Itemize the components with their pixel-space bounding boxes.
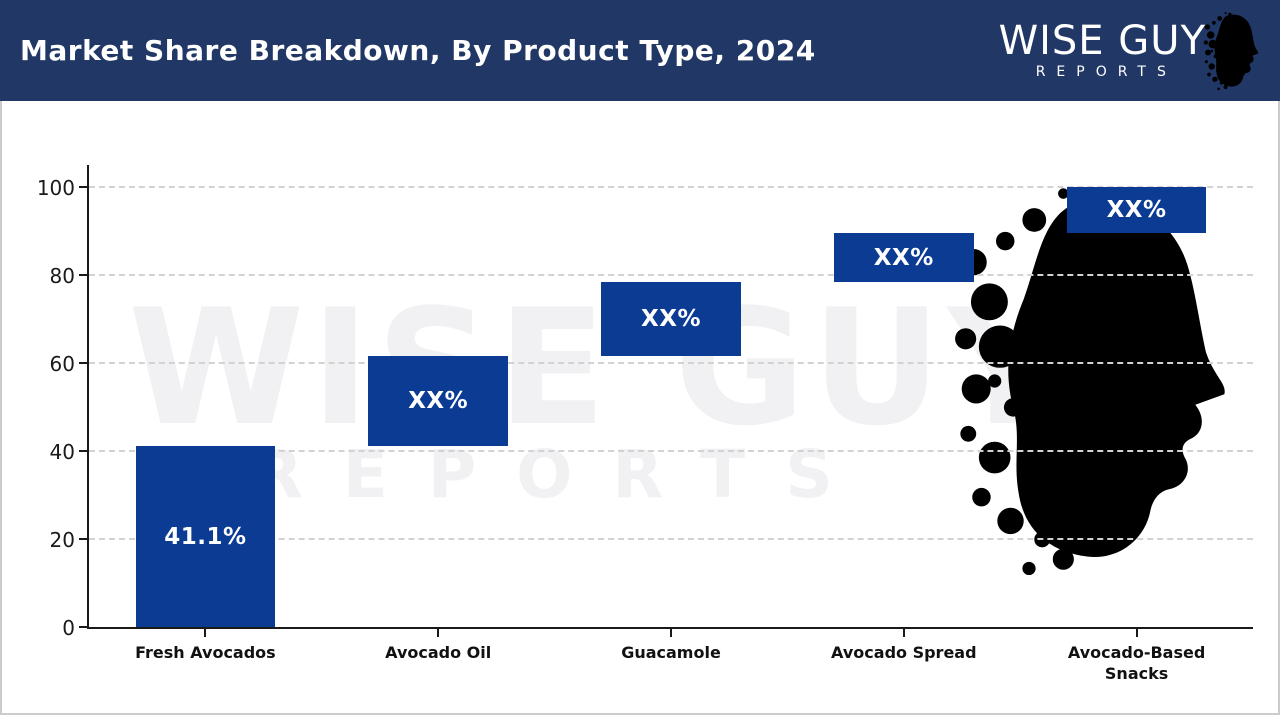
y-tick-label: 20 [49, 528, 75, 552]
x-category-label: Guacamole [621, 643, 721, 662]
y-tick-mark [79, 274, 87, 276]
x-tick-mark [902, 629, 905, 637]
brand-text: WISE GUY REPORTS [999, 21, 1206, 80]
x-tick-mark [437, 629, 440, 637]
y-tick-mark [79, 186, 87, 188]
y-axis-line [87, 165, 89, 629]
bar-avocado-oil: XX% [368, 356, 509, 447]
x-tick-mark [670, 629, 672, 637]
gridline [89, 362, 1253, 364]
gridline [89, 274, 1253, 276]
page-title: Market Share Breakdown, By Product Type,… [20, 34, 816, 67]
bar-avocado-based-snacks: XX% [1066, 187, 1207, 233]
y-tick-mark [79, 538, 87, 540]
y-tick-label: 100 [36, 176, 75, 200]
brand-subname: REPORTS [1035, 64, 1177, 80]
bar-value-label: XX% [640, 306, 701, 333]
bar-value-label: 41.1% [164, 523, 247, 550]
gridline [89, 186, 1253, 188]
plot-area: 0 20 40 60 80 100 41.1% XX% XX% XX% XX% Fresh Avoca… [37, 165, 1253, 683]
watermark-text-line1: WISE GUY [128, 274, 1070, 461]
brand-logo: WISE GUY REPORTS [999, 11, 1264, 91]
brand-face-icon [1200, 11, 1264, 91]
bar-guacamole: XX% [601, 282, 741, 357]
x-category-label: Avocado Oil [385, 643, 492, 662]
header: Market Share Breakdown, By Product Type,… [0, 0, 1280, 101]
bar-value-label: XX% [1106, 196, 1167, 223]
x-axis-line [87, 627, 1253, 629]
bar-value-label: XX% [873, 244, 934, 271]
bar-value-label: XX% [408, 388, 469, 415]
y-tick-mark [79, 626, 87, 628]
brand-name: WISE GUY [998, 18, 1206, 64]
y-tick-label: 80 [49, 264, 75, 288]
y-tick-mark [79, 450, 87, 452]
gridline [89, 538, 1253, 540]
x-tick-mark [1135, 629, 1138, 637]
y-tick-label: 0 [62, 616, 75, 640]
y-tick-mark [79, 362, 87, 364]
x-tick-mark [204, 629, 207, 637]
y-tick-label: 40 [49, 440, 75, 464]
y-tick-label: 60 [49, 352, 75, 376]
x-category-label: Fresh Avocados [135, 643, 276, 662]
gridline [89, 450, 1253, 452]
bar-avocado-spread: XX% [833, 232, 974, 283]
bar-fresh-avocados: 41.1% [135, 446, 276, 627]
x-category-label: Avocado-Based Snacks [1067, 643, 1206, 683]
x-category-label: Avocado Spread [831, 643, 977, 662]
watermark-text-line2: REPORTS [252, 436, 873, 513]
